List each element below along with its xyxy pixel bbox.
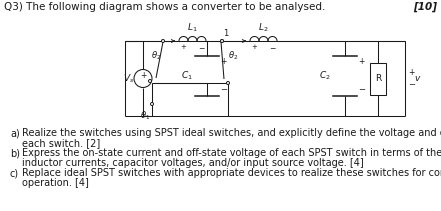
Text: Replace ideal SPST switches with appropriate devices to realize these switches f: Replace ideal SPST switches with appropr… (22, 168, 441, 178)
Text: $C_2$: $C_2$ (319, 70, 331, 82)
Text: −: − (220, 85, 227, 94)
Text: Realize the switches using SPST ideal switches, and explicitly define the voltag: Realize the switches using SPST ideal sw… (22, 128, 441, 138)
Text: operation. [4]: operation. [4] (22, 178, 89, 188)
Text: +: + (358, 57, 364, 66)
Text: −: − (269, 44, 276, 53)
Text: c): c) (10, 168, 19, 178)
Text: −: − (358, 85, 365, 94)
Text: −: − (198, 44, 205, 53)
Text: $L_2$: $L_2$ (258, 22, 269, 35)
Circle shape (227, 81, 229, 84)
Text: $C_1$: $C_1$ (181, 70, 193, 82)
Circle shape (161, 39, 164, 42)
Text: Q3) The following diagram shows a converter to be analysed.: Q3) The following diagram shows a conver… (4, 2, 325, 12)
Text: inductor currents, capacitor voltages, and/or input source voltage. [4]: inductor currents, capacitor voltages, a… (22, 158, 364, 168)
Text: [10]: [10] (413, 2, 437, 12)
Text: +: + (220, 57, 226, 66)
Text: b): b) (10, 148, 20, 158)
Text: −: − (408, 80, 415, 89)
Text: $L_1$: $L_1$ (187, 22, 198, 35)
Text: 1: 1 (223, 29, 228, 38)
Text: a): a) (10, 128, 20, 138)
Circle shape (149, 80, 152, 83)
Circle shape (134, 69, 152, 88)
Text: $\theta_2$: $\theta_2$ (228, 49, 238, 61)
Text: v: v (414, 74, 419, 83)
Text: each switch. [2]: each switch. [2] (22, 138, 100, 148)
Circle shape (150, 103, 153, 106)
Text: $\theta_2$: $\theta_2$ (151, 49, 161, 61)
Text: +: + (140, 71, 146, 80)
Text: $\theta_1$: $\theta_1$ (140, 109, 150, 122)
Text: +: + (251, 44, 257, 50)
Circle shape (220, 39, 224, 42)
Bar (370, 62, 386, 95)
Text: R: R (375, 74, 381, 83)
Text: Express the on-state current and off-state voltage of each SPST switch in terms : Express the on-state current and off-sta… (22, 148, 441, 158)
Circle shape (220, 39, 224, 42)
Text: +: + (408, 68, 415, 77)
Text: +: + (180, 44, 186, 50)
Text: $V_s$: $V_s$ (123, 72, 135, 85)
